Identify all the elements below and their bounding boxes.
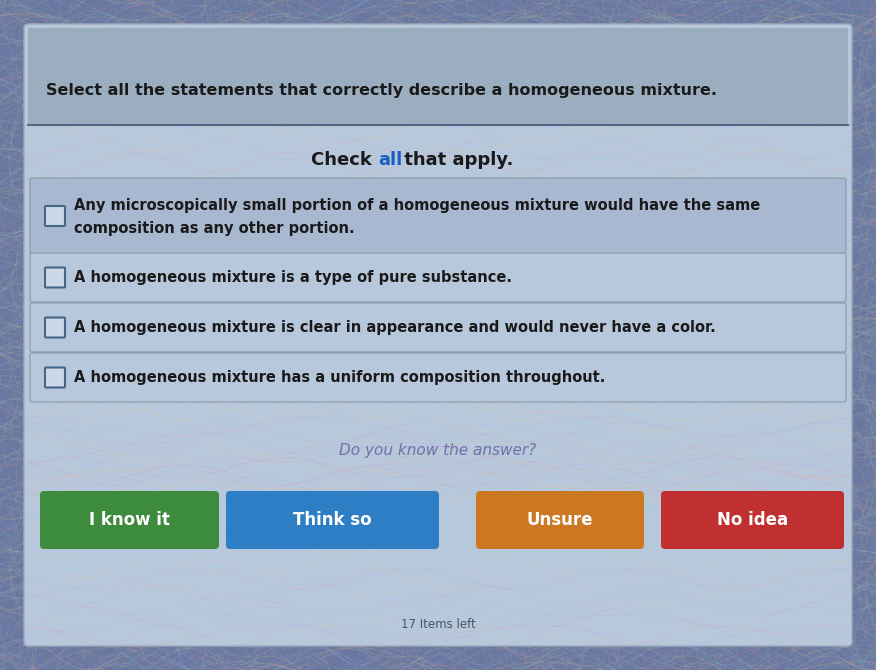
Text: Unsure: Unsure (526, 511, 593, 529)
Text: that apply.: that apply. (398, 151, 513, 169)
FancyBboxPatch shape (45, 267, 65, 287)
FancyBboxPatch shape (30, 253, 846, 302)
Text: A homogeneous mixture has a uniform composition throughout.: A homogeneous mixture has a uniform comp… (74, 370, 605, 385)
Text: No idea: No idea (717, 511, 788, 529)
FancyBboxPatch shape (30, 303, 846, 352)
Text: I know it: I know it (89, 511, 170, 529)
FancyBboxPatch shape (28, 28, 848, 125)
FancyBboxPatch shape (226, 491, 439, 549)
Text: A homogeneous mixture is a type of pure substance.: A homogeneous mixture is a type of pure … (74, 270, 512, 285)
Text: composition as any other portion.: composition as any other portion. (74, 222, 355, 237)
FancyBboxPatch shape (24, 24, 852, 646)
FancyBboxPatch shape (45, 368, 65, 387)
Text: Select all the statements that correctly describe a homogeneous mixture.: Select all the statements that correctly… (46, 82, 717, 98)
Text: Check: Check (311, 151, 378, 169)
Text: Any microscopically small portion of a homogeneous mixture would have the same: Any microscopically small portion of a h… (74, 198, 760, 212)
FancyBboxPatch shape (476, 491, 644, 549)
FancyBboxPatch shape (661, 491, 844, 549)
Text: Do you know the answer?: Do you know the answer? (339, 442, 537, 458)
Text: all: all (378, 151, 402, 169)
FancyBboxPatch shape (45, 318, 65, 338)
Text: Think so: Think so (293, 511, 371, 529)
FancyBboxPatch shape (45, 206, 65, 226)
Text: A homogeneous mixture is clear in appearance and would never have a color.: A homogeneous mixture is clear in appear… (74, 320, 716, 335)
Text: 17 Items left: 17 Items left (400, 618, 476, 632)
FancyBboxPatch shape (30, 353, 846, 402)
FancyBboxPatch shape (40, 491, 219, 549)
FancyBboxPatch shape (30, 178, 846, 254)
